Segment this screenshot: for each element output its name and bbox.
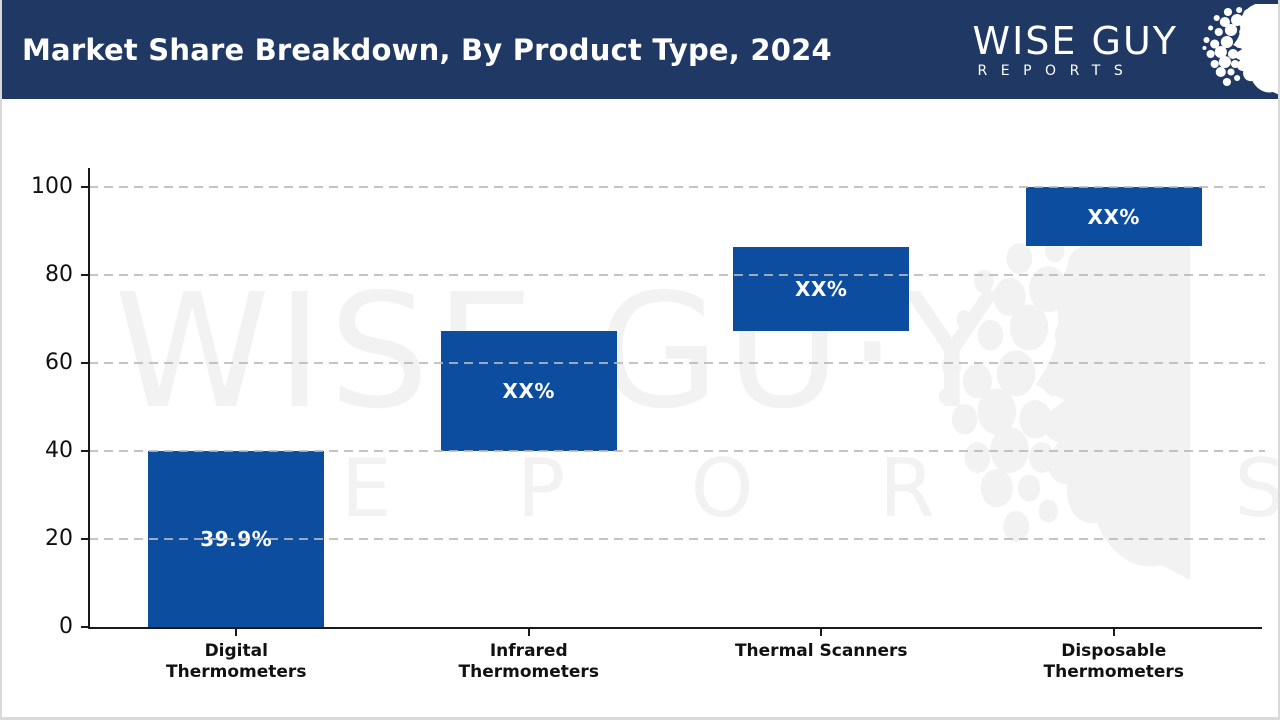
x-axis-tick: [1112, 629, 1115, 636]
category-label-line: Digital: [204, 641, 268, 661]
gridline-40: [89, 450, 1265, 452]
category-label: Digital Thermometers: [106, 641, 366, 683]
bar-disposable-thermometers: XX%: [1025, 187, 1202, 247]
page-title: Market Share Breakdown, By Product Type,…: [22, 32, 832, 67]
x-axis-tick: [527, 629, 530, 636]
y-axis-tick-label: 100: [31, 174, 73, 199]
watermark-face-icon: [938, 228, 1190, 580]
category-label-line: Disposable: [1061, 641, 1167, 661]
gridline-100: [89, 186, 1265, 188]
category-label: Infrared Thermometers: [399, 641, 659, 683]
y-axis-tick: [81, 362, 90, 364]
y-axis-tick: [81, 186, 90, 188]
y-axis-tick: [81, 450, 90, 452]
bar-value-label: XX%: [1087, 204, 1140, 229]
y-axis-tick: [81, 274, 90, 276]
header-bar: Market Share Breakdown, By Product Type,…: [2, 0, 1278, 99]
y-axis-tick-label: 0: [59, 614, 73, 639]
y-axis-tick-label: 20: [45, 526, 73, 551]
logo-face-icon: [1202, 3, 1278, 94]
y-axis-tick-label: 60: [45, 350, 73, 375]
y-axis-tick-label: 40: [45, 438, 73, 463]
category-label-line: Thermometers: [1043, 662, 1184, 682]
y-axis-tick-label: 80: [45, 262, 73, 287]
x-axis-line: [88, 627, 1262, 629]
bar-value-label: XX%: [502, 378, 555, 403]
y-axis-tick: [81, 538, 90, 540]
logo-text: WISE GUY REPORTS: [973, 21, 1178, 79]
x-axis-tick: [820, 629, 823, 636]
wiseguy-logo: WISE GUY REPORTS: [973, 2, 1278, 97]
y-axis-line: [88, 168, 90, 629]
bar-thermal-scanners: XX%: [733, 247, 910, 331]
logo-wordmark: WISE GUY: [972, 18, 1178, 63]
x-axis-tick: [235, 629, 238, 636]
category-label-line: Infrared: [489, 641, 568, 661]
bar-infrared-thermometers: XX%: [440, 330, 617, 451]
logo-reports-text: REPORTS: [977, 62, 1137, 79]
category-label-line: Thermometers: [458, 662, 599, 682]
gridline-80: [89, 274, 1265, 276]
category-label-line: Thermometers: [166, 662, 307, 682]
gridline-20: [89, 538, 1265, 540]
gridline-60: [89, 362, 1265, 364]
category-label: Disposable Thermometers: [984, 641, 1244, 683]
category-label: Thermal Scanners: [691, 641, 951, 662]
y-axis-tick: [81, 626, 90, 628]
category-label-line: Thermal Scanners: [734, 641, 908, 661]
bar-value-label: XX%: [795, 277, 848, 302]
